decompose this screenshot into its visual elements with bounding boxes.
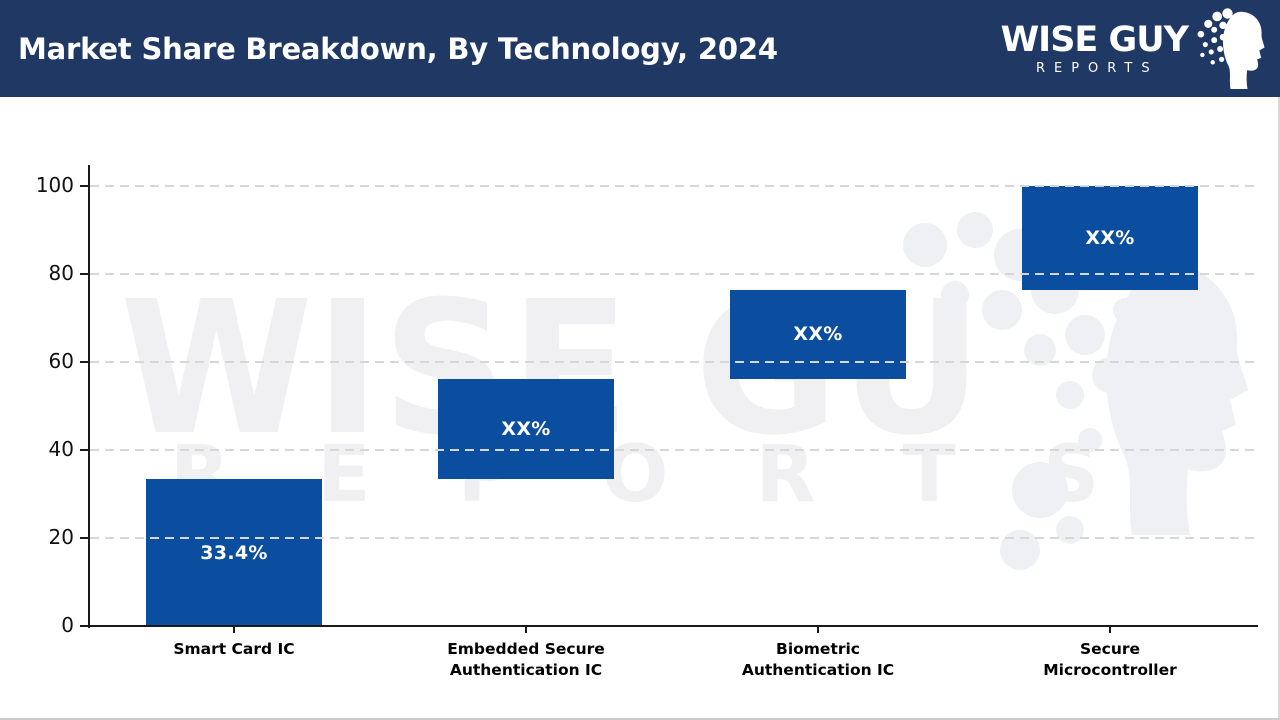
y-tick-label-100: 100 xyxy=(35,173,74,197)
x-axis-label-1: Embedded Secure Authentication IC xyxy=(447,640,605,679)
y-tick-label-0: 0 xyxy=(61,613,74,637)
x-tick-3 xyxy=(1109,626,1111,633)
x-axis-label-2: Biometric Authentication IC xyxy=(741,640,895,679)
x-tick-1 xyxy=(525,626,527,633)
y-tick-mark-0 xyxy=(80,625,88,627)
bar-1: XX% xyxy=(438,378,614,480)
bar-value-label: 33.4% xyxy=(200,541,268,564)
bar-value-label: XX% xyxy=(1085,226,1135,249)
plot-area: 33.4% Smart Card IC XX% Embedded Secure Aut… xyxy=(0,97,1280,718)
y-tick-mark-80 xyxy=(80,273,88,275)
x-tick-2 xyxy=(817,626,819,633)
bar-0: 33.4% xyxy=(146,479,322,626)
bar-value-label: XX% xyxy=(501,417,551,440)
y-tick-label-20: 20 xyxy=(48,525,74,549)
gridline-80 xyxy=(90,273,1256,275)
bar-2: XX% xyxy=(730,289,906,379)
x-axis-label-0: Smart Card IC xyxy=(173,640,295,658)
y-tick-mark-100 xyxy=(80,185,88,187)
header-bar: Market Share Breakdown, By Technology, 2… xyxy=(0,0,1280,97)
y-tick-label-40: 40 xyxy=(48,437,74,461)
y-tick-mark-60 xyxy=(80,361,88,363)
page-title: Market Share Breakdown, By Technology, 2… xyxy=(18,31,778,66)
gridline-60 xyxy=(90,361,1256,363)
x-axis-spine xyxy=(88,625,1258,627)
x-tick-0 xyxy=(233,626,235,633)
y-tick-mark-20 xyxy=(80,537,88,539)
gridline-20 xyxy=(90,537,1256,539)
y-axis-spine xyxy=(88,165,90,628)
logo-subtitle: REPORTS xyxy=(1035,60,1159,76)
y-tick-label-80: 80 xyxy=(48,261,74,285)
x-axis-label-3: Secure Microcontroller xyxy=(1043,640,1177,679)
bottom-border xyxy=(0,718,1280,720)
logo-wordmark: WISE GUY xyxy=(1000,19,1189,60)
bar-value-label: XX% xyxy=(793,323,843,346)
wise-guy-reports-logo: WISE GUY REPORTS xyxy=(1001,6,1266,92)
gridline-40 xyxy=(90,449,1256,451)
gridline-100 xyxy=(90,185,1256,187)
y-tick-label-60: 60 xyxy=(48,349,74,373)
y-tick-mark-40 xyxy=(80,449,88,451)
wise-guy-face-logo-icon xyxy=(1197,7,1265,89)
